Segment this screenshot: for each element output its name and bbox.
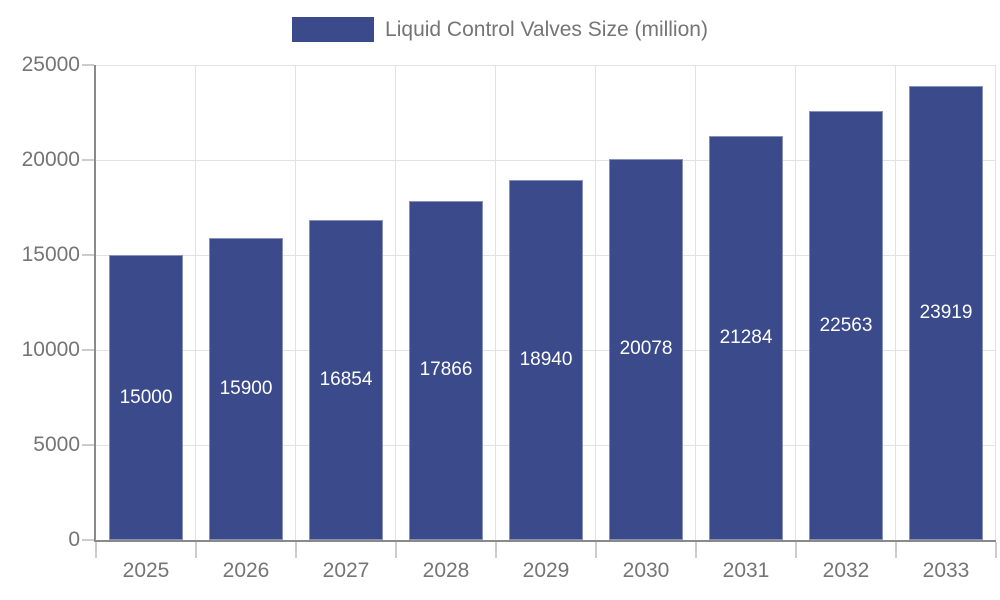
y-axis-line bbox=[94, 65, 96, 540]
bar-value-label: 15000 bbox=[119, 386, 173, 408]
bar-2031[interactable]: 21284 bbox=[709, 135, 783, 540]
y-tick-mark bbox=[82, 349, 94, 351]
x-tick-label: 2031 bbox=[722, 559, 770, 582]
x-axis-line bbox=[94, 540, 996, 542]
x-tick-mark bbox=[395, 542, 397, 558]
legend-label: Liquid Control Valves Size (million) bbox=[385, 17, 708, 41]
y-tick-label: 20000 bbox=[21, 148, 80, 171]
bar-value-label: 15900 bbox=[219, 377, 273, 399]
gridline-vertical bbox=[495, 65, 496, 540]
x-tick-mark bbox=[695, 542, 697, 558]
bar-value-label: 20078 bbox=[619, 338, 673, 360]
gridline-vertical bbox=[695, 65, 696, 540]
x-tick-label: 2028 bbox=[422, 559, 470, 582]
y-tick-mark bbox=[82, 254, 94, 256]
gridline-vertical bbox=[395, 65, 396, 540]
bar-value-label: 22563 bbox=[819, 314, 873, 336]
bar-2032[interactable]: 22563 bbox=[809, 111, 883, 540]
x-tick-label: 2033 bbox=[922, 559, 970, 582]
gridline-horizontal bbox=[96, 160, 996, 161]
y-tick-label: 25000 bbox=[21, 53, 80, 76]
y-tick-label: 0 bbox=[68, 528, 80, 551]
gridline-vertical bbox=[295, 65, 296, 540]
x-tick-mark bbox=[195, 542, 197, 558]
bar-2027[interactable]: 16854 bbox=[309, 219, 383, 540]
gridline-vertical bbox=[195, 65, 196, 540]
x-tick-mark bbox=[595, 542, 597, 558]
x-tick-mark bbox=[295, 542, 297, 558]
bar-value-label: 23919 bbox=[919, 301, 973, 323]
bar-2028[interactable]: 17866 bbox=[409, 200, 483, 540]
plot-area: 15000 15900 16854 17866 18940 20078 21284 22563… bbox=[94, 65, 996, 542]
x-tick-label: 2029 bbox=[522, 559, 570, 582]
y-tick-mark bbox=[82, 159, 94, 161]
x-tick-mark bbox=[895, 542, 897, 558]
gridline-vertical bbox=[995, 65, 996, 540]
bar-value-label: 17866 bbox=[419, 359, 473, 381]
y-tick-mark bbox=[82, 64, 94, 66]
y-tick-label: 15000 bbox=[21, 243, 80, 266]
y-tick-label: 5000 bbox=[33, 433, 80, 456]
gridline-vertical bbox=[595, 65, 596, 540]
y-tick-mark bbox=[82, 444, 94, 446]
x-tick-mark bbox=[795, 542, 797, 558]
bar-2030[interactable]: 20078 bbox=[609, 158, 683, 540]
x-tick-label: 2025 bbox=[122, 559, 170, 582]
x-tick-mark bbox=[495, 542, 497, 558]
y-tick-label: 10000 bbox=[21, 338, 80, 361]
bar-value-label: 21284 bbox=[719, 326, 773, 348]
x-tick-mark bbox=[95, 542, 97, 558]
bar-2025[interactable]: 15000 bbox=[109, 255, 183, 540]
x-tick-label: 2030 bbox=[622, 559, 670, 582]
x-tick-label: 2026 bbox=[222, 559, 270, 582]
gridline-vertical bbox=[895, 65, 896, 540]
legend-swatch bbox=[292, 17, 375, 42]
gridline-vertical bbox=[795, 65, 796, 540]
x-tick-label: 2027 bbox=[322, 559, 370, 582]
bar-value-label: 16854 bbox=[319, 368, 373, 390]
gridline-horizontal bbox=[96, 65, 996, 66]
x-tick-mark bbox=[995, 542, 997, 558]
bar-2026[interactable]: 15900 bbox=[209, 237, 283, 540]
x-tick-label: 2032 bbox=[822, 559, 870, 582]
legend[interactable]: Liquid Control Valves Size (million) bbox=[0, 17, 1000, 42]
bar-2029[interactable]: 18940 bbox=[509, 180, 583, 540]
bar-2033[interactable]: 23919 bbox=[909, 85, 983, 540]
y-tick-mark bbox=[82, 539, 94, 541]
bar-value-label: 18940 bbox=[519, 349, 573, 371]
